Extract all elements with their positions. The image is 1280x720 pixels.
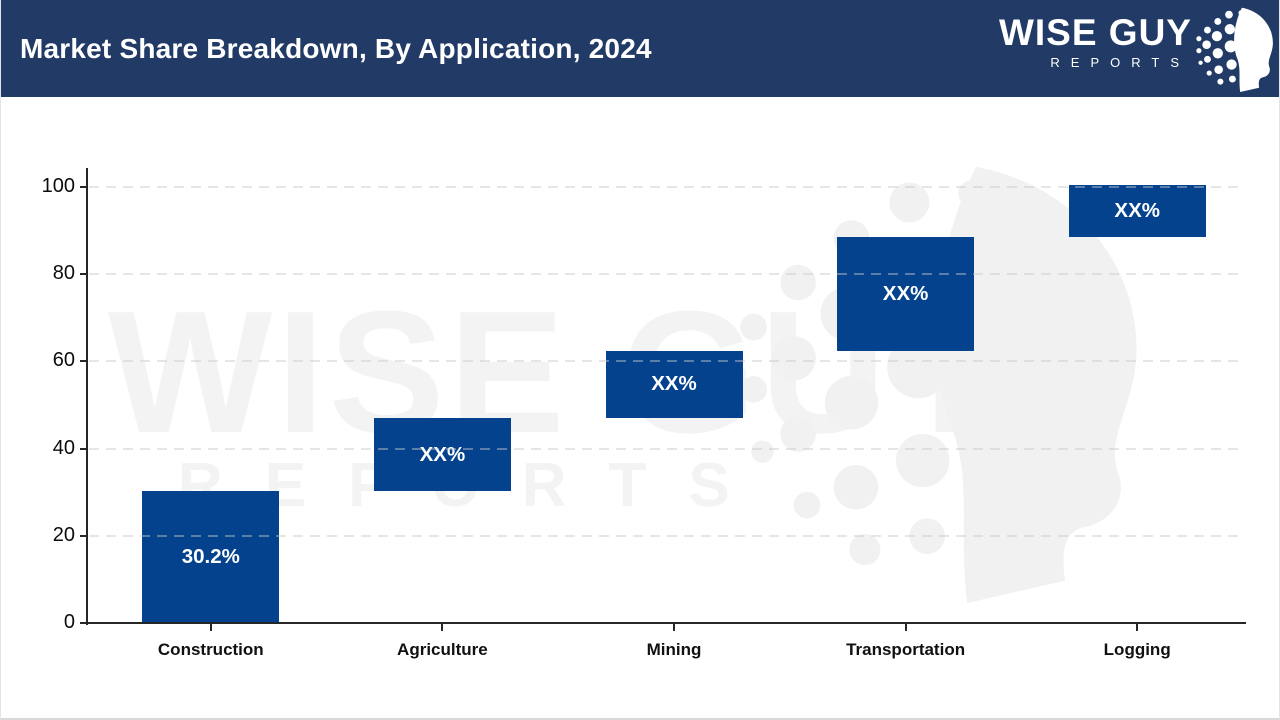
y-axis-label: 100 (41, 175, 75, 197)
bar-value-label: XX% (882, 282, 929, 306)
bar-value-label: 30.2% (181, 545, 240, 569)
bar-construction: 30.2% (142, 491, 280, 623)
x-axis-line (86, 622, 1246, 624)
x-axis-tick (673, 623, 675, 631)
bar-agriculture: XX% (373, 418, 511, 492)
y-axis-tick (80, 622, 87, 624)
y-axis-label: 40 (52, 436, 75, 459)
watermark-head-icon (740, 166, 1137, 603)
y-axis-tick (80, 186, 87, 188)
logo-wordmark: WISE GUY (998, 12, 1192, 53)
page-title: Market Share Breakdown, By Application, … (20, 32, 652, 64)
logo-subtext: REPORTS (1050, 54, 1190, 70)
gridline-60 (89, 360, 1245, 363)
gridline-20 (89, 534, 1245, 537)
y-axis-line (86, 168, 88, 625)
gridline-100 (89, 186, 1245, 188)
y-axis-tick (80, 360, 87, 363)
y-axis-label: 80 (52, 262, 75, 285)
gridline-80 (89, 273, 1245, 276)
x-axis-label-logging: Logging (1103, 640, 1171, 659)
bar-value-label: XX% (419, 442, 466, 466)
x-axis-tick (209, 623, 212, 631)
x-axis-tick (904, 623, 907, 631)
header-bar: Market Share Breakdown, By Application, … (0, 0, 1280, 97)
x-axis-label-transportation: Transportation (846, 640, 966, 659)
gridline-40 (89, 447, 1245, 450)
x-axis-label-agriculture: Agriculture (397, 640, 488, 659)
y-axis-tick (80, 447, 87, 450)
x-axis-tick (1136, 623, 1139, 631)
y-axis-label: 60 (52, 349, 75, 372)
y-axis-label: 0 (63, 611, 75, 633)
wiseguy-head-icon (1196, 7, 1273, 92)
bar-mining: XX% (605, 350, 743, 419)
bar-logging: XX% (1068, 184, 1206, 238)
y-axis-tick (80, 273, 87, 276)
x-axis-tick (441, 623, 444, 631)
y-axis-label: 20 (52, 523, 75, 546)
bar-transportation: XX% (837, 237, 975, 351)
y-axis-tick (80, 534, 87, 537)
x-axis-label-construction: Construction (157, 640, 264, 659)
bar-value-label: XX% (651, 372, 697, 396)
x-axis-label-mining: Mining (646, 640, 702, 659)
wiseguy-logo: WISE GUY REPORTS (998, 12, 1192, 70)
bar-value-label: XX% (1114, 198, 1160, 222)
